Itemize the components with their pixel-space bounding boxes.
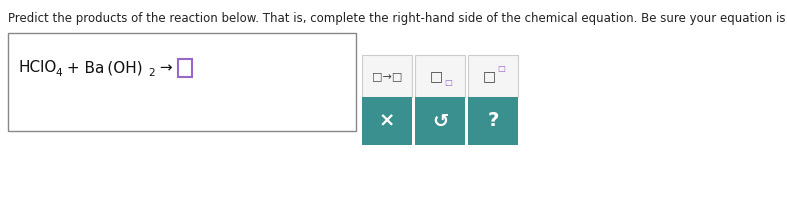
Bar — [415, 55, 465, 97]
Bar — [415, 97, 465, 145]
Text: →: → — [155, 60, 172, 75]
Text: □: □ — [430, 69, 442, 83]
Bar — [468, 97, 518, 145]
Bar — [178, 59, 192, 77]
Bar — [8, 33, 356, 131]
Text: ?: ? — [487, 112, 499, 131]
Text: HClO: HClO — [18, 60, 57, 75]
Bar — [362, 97, 412, 145]
Text: 2: 2 — [148, 68, 154, 78]
Bar — [468, 55, 518, 97]
Text: + Ba (OH): + Ba (OH) — [62, 60, 142, 75]
Text: ×: × — [379, 112, 395, 131]
Text: □: □ — [444, 78, 452, 88]
Text: 4: 4 — [55, 68, 61, 78]
Text: Predict the products of the reaction below. That is, complete the right-hand sid: Predict the products of the reaction bel… — [8, 12, 787, 25]
Text: ↺: ↺ — [432, 112, 448, 131]
Text: □: □ — [482, 69, 496, 83]
Bar — [362, 55, 412, 97]
Text: □→□: □→□ — [371, 71, 402, 81]
Text: □: □ — [497, 65, 505, 73]
